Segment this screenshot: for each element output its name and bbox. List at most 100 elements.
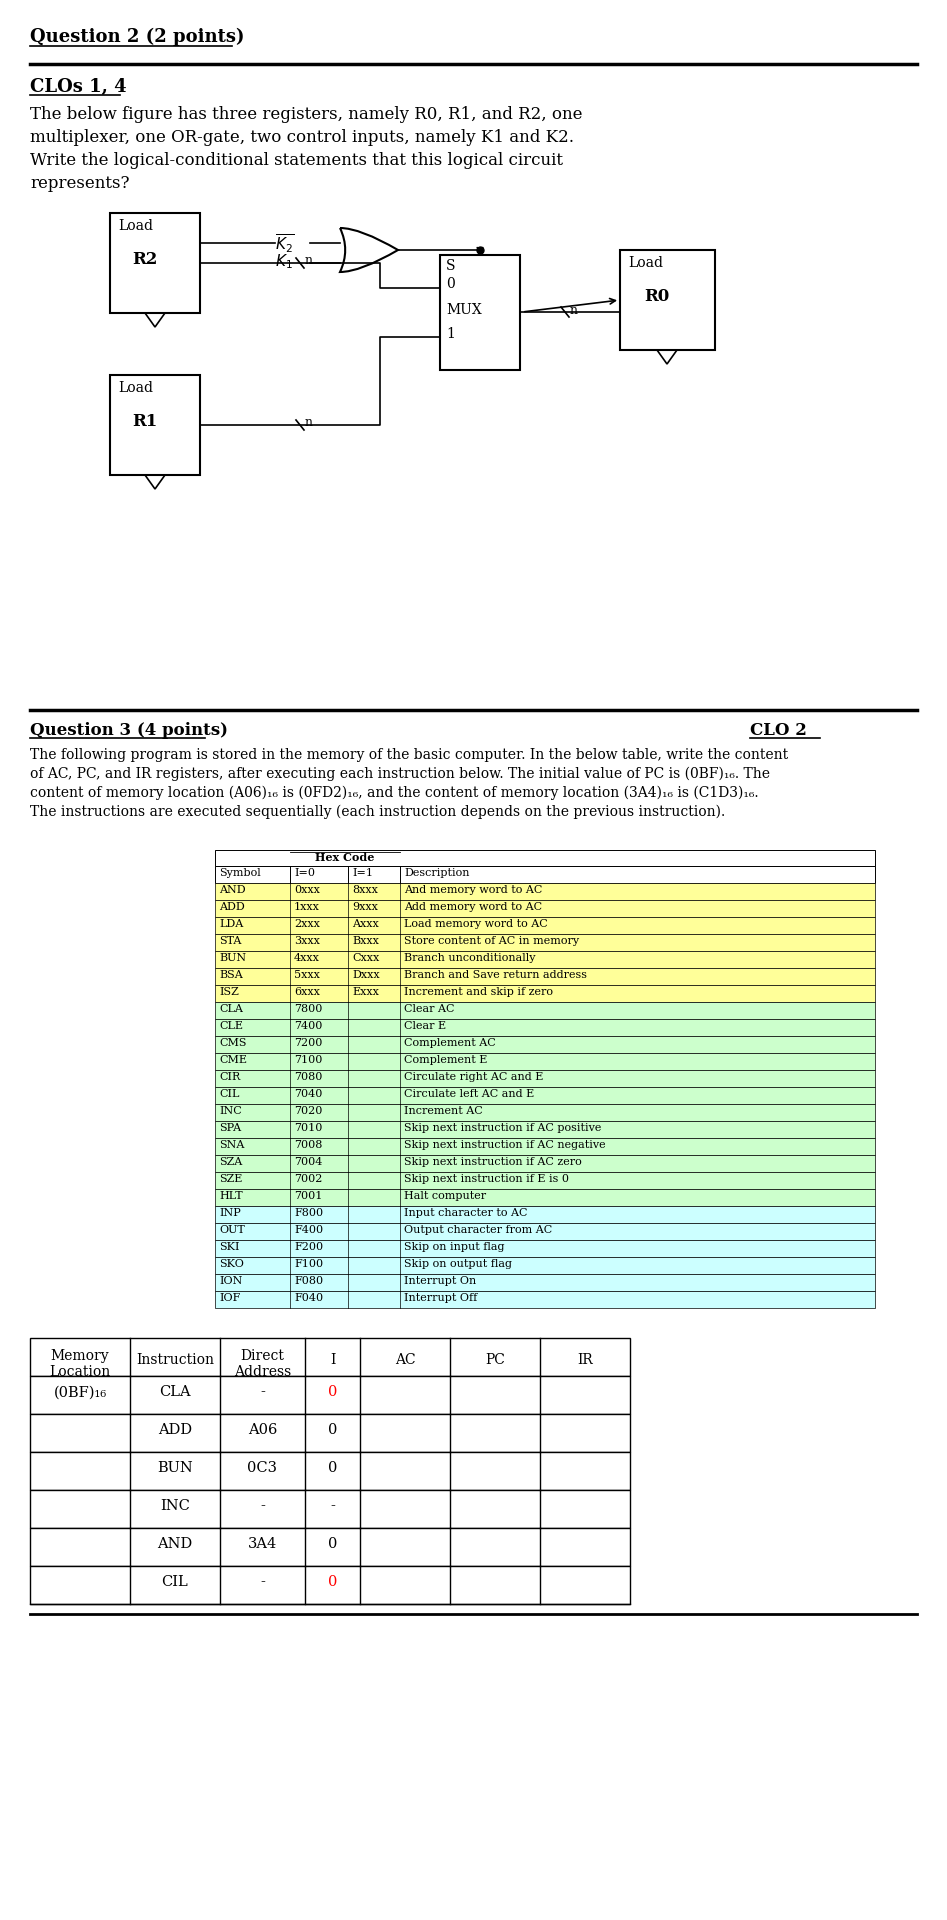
Text: Cxxx: Cxxx [352,952,379,964]
Text: Write the logical-conditional statements that this logical circuit: Write the logical-conditional statements… [30,152,563,169]
Text: Question 2 (2 points): Question 2 (2 points) [30,29,244,46]
Text: HLT: HLT [219,1190,242,1202]
Text: represents?: represents? [30,175,130,192]
Text: The below figure has three registers, namely R0, R1, and R2, one: The below figure has three registers, na… [30,106,582,123]
Text: Skip next instruction if E is 0: Skip next instruction if E is 0 [404,1173,569,1185]
Text: F800: F800 [294,1208,323,1217]
Text: $K_1$: $K_1$ [275,252,293,271]
Text: INP: INP [219,1208,241,1217]
Bar [215,1052,875,1069]
Bar [215,883,875,900]
Bar [30,1338,630,1377]
Text: SKO: SKO [219,1260,244,1269]
Text: S: S [446,259,456,273]
Text: F100: F100 [294,1260,323,1269]
Text: AND: AND [219,885,245,895]
Text: Interrupt On: Interrupt On [404,1277,476,1286]
Text: I=1: I=1 [352,868,373,877]
Text: 7400: 7400 [294,1021,322,1031]
Text: -: - [260,1500,265,1513]
Bar [215,950,875,968]
Text: F040: F040 [294,1292,323,1304]
Text: CLO 2: CLO 2 [750,722,807,739]
Text: Question 3 (4 points): Question 3 (4 points) [30,722,228,739]
Bar [215,1188,875,1206]
Text: 7800: 7800 [294,1004,322,1014]
Text: ADD: ADD [219,902,244,912]
Text: 1xxx: 1xxx [294,902,320,912]
Text: 7008: 7008 [294,1140,322,1150]
Text: R1: R1 [132,413,157,430]
Text: Address: Address [234,1365,291,1379]
Text: AC: AC [395,1354,416,1367]
Text: CME: CME [219,1054,247,1066]
Text: -: - [260,1386,265,1400]
Text: Hex Code: Hex Code [315,852,375,862]
Text: Skip on output flag: Skip on output flag [404,1260,512,1269]
Text: Input character to AC: Input character to AC [404,1208,527,1217]
Text: CIL: CIL [162,1576,188,1590]
Text: MUX: MUX [446,303,482,317]
Text: R0: R0 [644,288,670,305]
Bar [215,1156,875,1171]
Text: Increment and skip if zero: Increment and skip if zero [404,987,553,996]
Text: CIR: CIR [219,1071,241,1083]
Bar [215,1258,875,1275]
Bar [215,851,875,866]
Bar [215,1223,875,1240]
Text: I=0: I=0 [294,868,315,877]
Text: 0: 0 [328,1576,337,1590]
Text: Circulate left AC and E: Circulate left AC and E [404,1089,534,1098]
Bar [215,1206,875,1223]
Text: Store content of AC in memory: Store content of AC in memory [404,937,580,947]
Text: content of memory location (A06)₁₆ is (0FD2)₁₆, and the content of memory locati: content of memory location (A06)₁₆ is (0… [30,785,759,801]
Text: 8xxx: 8xxx [352,885,378,895]
Text: Circulate right AC and E: Circulate right AC and E [404,1071,544,1083]
Text: 7001: 7001 [294,1190,322,1202]
Text: SKI: SKI [219,1242,240,1252]
Bar [30,1377,630,1413]
Text: Load: Load [118,380,153,396]
Text: $\overline{K_2}$: $\overline{K_2}$ [275,232,295,255]
Text: Skip next instruction if AC positive: Skip next instruction if AC positive [404,1123,601,1133]
Text: 0: 0 [328,1538,337,1551]
Text: 6xxx: 6xxx [294,987,320,996]
Text: R2: R2 [132,252,157,269]
Bar [215,918,875,933]
Text: Load: Load [628,255,663,271]
Text: BUN: BUN [157,1461,193,1475]
Bar [215,1121,875,1139]
Text: n: n [305,417,313,430]
Text: SZE: SZE [219,1173,242,1185]
Text: Bxxx: Bxxx [352,937,379,947]
Text: Dxxx: Dxxx [352,970,380,979]
Text: F200: F200 [294,1242,323,1252]
Text: Increment AC: Increment AC [404,1106,483,1116]
Bar [110,374,200,474]
Text: F080: F080 [294,1277,323,1286]
Text: And memory word to AC: And memory word to AC [404,885,543,895]
Bar [30,1528,630,1567]
Text: ADD: ADD [158,1423,192,1438]
Text: The following program is stored in the memory of the basic computer. In the belo: The following program is stored in the m… [30,749,788,762]
Text: (0BF)₁₆: (0BF)₁₆ [53,1386,107,1400]
Bar [215,1275,875,1290]
Text: LDA: LDA [219,920,243,929]
Bar [215,1037,875,1052]
Text: 3A4: 3A4 [248,1538,277,1551]
Text: Clear E: Clear E [404,1021,446,1031]
Text: 0: 0 [328,1423,337,1438]
Text: multiplexer, one OR-gate, two control inputs, namely K1 and K2.: multiplexer, one OR-gate, two control in… [30,129,574,146]
Text: 0: 0 [328,1461,337,1475]
Text: BSA: BSA [219,970,242,979]
Text: 1: 1 [446,326,455,342]
Text: Output character from AC: Output character from AC [404,1225,552,1235]
Text: 2xxx: 2xxx [294,920,320,929]
Text: CLA: CLA [219,1004,242,1014]
Bar [30,1413,630,1452]
Text: 9xxx: 9xxx [352,902,378,912]
Bar [215,1104,875,1121]
Text: ISZ: ISZ [219,987,239,996]
Text: The instructions are executed sequentially (each instruction depends on the prev: The instructions are executed sequential… [30,804,725,820]
Bar [215,1290,875,1308]
